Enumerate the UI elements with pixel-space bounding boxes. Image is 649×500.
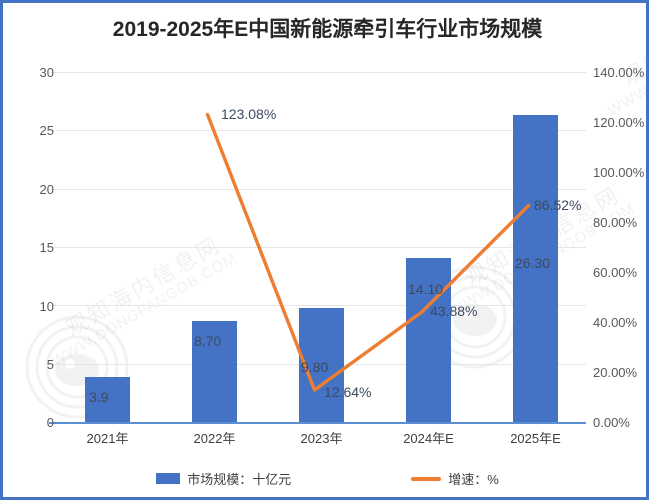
bar-label-2022: 8.70 bbox=[194, 333, 222, 349]
y-axis-right-tick-100: 100.00% bbox=[593, 165, 645, 180]
line-label-2024: 43.88% bbox=[430, 303, 478, 319]
x-axis-label-2022: 2022年 bbox=[193, 431, 236, 446]
line-label-2025: 86.52% bbox=[534, 197, 582, 213]
y-axis-left-tick-0: 0 bbox=[46, 415, 54, 430]
legend-item-growth-rate[interactable]: 增速：% bbox=[411, 469, 499, 488]
chart-title: 2019-2025年E中国新能源牵引车行业市场规模 bbox=[112, 18, 543, 41]
bar-label-2024: 14.10 bbox=[408, 281, 444, 297]
x-axis-label-2023: 2023年 bbox=[300, 431, 343, 446]
y-axis-right-tick-0: 0.00% bbox=[593, 415, 630, 430]
legend-label-market-size: 市场规模：十亿元 bbox=[187, 472, 292, 487]
y-axis-left-tick-30: 30 bbox=[39, 65, 54, 80]
x-axis-label-2021: 2021年 bbox=[86, 431, 129, 446]
y-axis-right-tick-80: 80.00% bbox=[593, 215, 638, 230]
y-axis-right-tick-60: 60.00% bbox=[593, 265, 638, 280]
gridline bbox=[49, 189, 586, 190]
line-label-2022: 123.08% bbox=[221, 106, 277, 122]
y-axis-left-tick-20: 20 bbox=[39, 182, 54, 197]
legend-line-swatch-icon bbox=[411, 476, 442, 481]
y-axis-right-tick-40: 40.00% bbox=[593, 315, 638, 330]
legend-bar-swatch-icon bbox=[156, 473, 181, 484]
gridline bbox=[49, 305, 586, 306]
x-axis-label-2025: 2025年E bbox=[510, 431, 561, 446]
y-axis-right-tick-140: 140.00% bbox=[593, 65, 645, 80]
line-label-2023: 12.64% bbox=[324, 384, 372, 400]
bar-label-2023: 9.80 bbox=[301, 359, 329, 375]
bar-2021[interactable] bbox=[85, 376, 130, 422]
x-axis-line bbox=[49, 422, 586, 424]
chart-legend: 市场规模：十亿元 增速：% bbox=[3, 469, 646, 488]
bar-label-2025: 26.30 bbox=[515, 255, 551, 271]
gridline bbox=[49, 130, 586, 131]
y-axis-right-tick-20: 20.00% bbox=[593, 365, 638, 380]
gridline bbox=[49, 72, 586, 73]
y-axis-left-tick-15: 15 bbox=[39, 240, 54, 255]
y-axis-left-tick-25: 25 bbox=[39, 123, 54, 138]
bar-label-2021: 3.9 bbox=[89, 389, 109, 405]
y-axis-left-tick-10: 10 bbox=[39, 299, 54, 314]
y-axis-right-tick-120: 120.00% bbox=[593, 115, 645, 130]
legend-label-growth-rate: 增速：% bbox=[448, 472, 499, 487]
gridline bbox=[49, 247, 586, 248]
y-axis-left-tick-5: 5 bbox=[46, 357, 54, 372]
x-axis-label-2024: 2024年E bbox=[403, 431, 454, 446]
legend-item-market-size[interactable]: 市场规模：十亿元 bbox=[156, 469, 291, 488]
